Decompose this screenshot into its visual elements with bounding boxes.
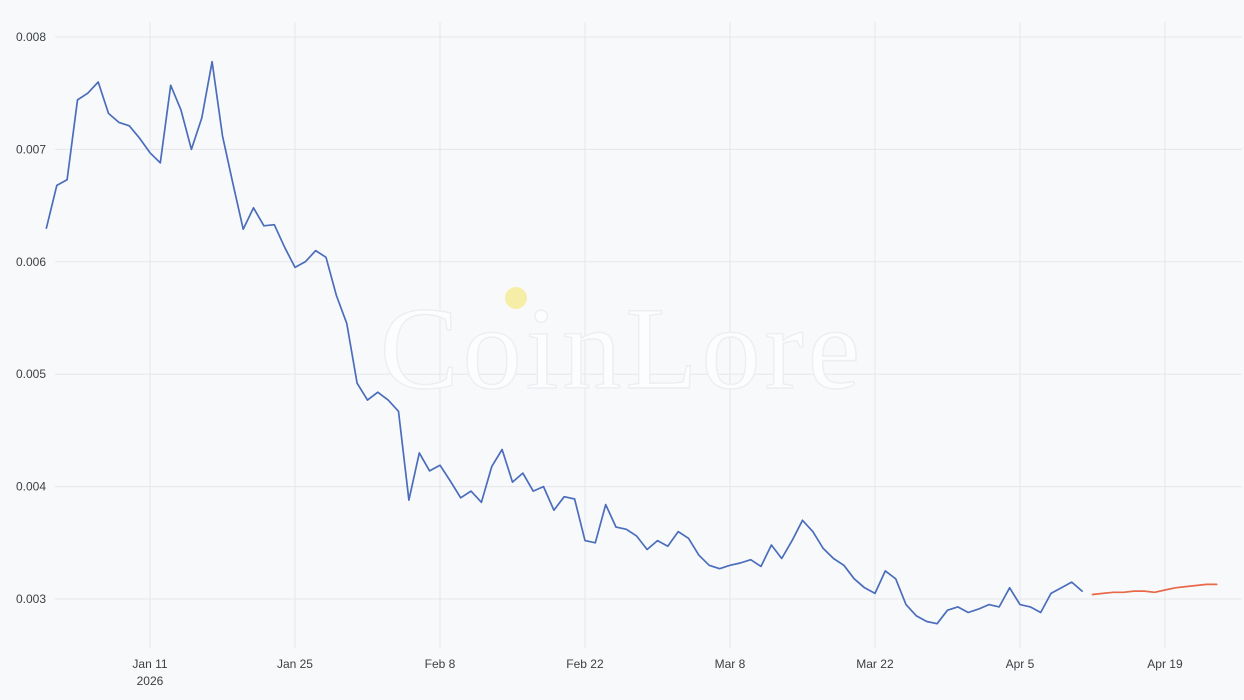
x-tick-label: Apr 5 xyxy=(1006,657,1035,671)
prediction-line xyxy=(1091,583,1218,596)
y-tick-label: 0.008 xyxy=(16,30,46,44)
x-tick-sublabel-year: 2026 xyxy=(137,674,164,688)
x-tick-label: Mar 22 xyxy=(856,657,894,671)
y-tick-label: 0.006 xyxy=(16,255,46,269)
historical-price-line xyxy=(45,60,1083,625)
watermark-text: CoinLore xyxy=(380,283,864,414)
x-tick-label: Feb 22 xyxy=(566,657,604,671)
y-tick-label: 0.004 xyxy=(16,480,46,494)
watermark-dot xyxy=(505,287,527,309)
x-tick-label: Jan 25 xyxy=(277,657,313,671)
x-tick-label: Mar 8 xyxy=(715,657,746,671)
x-tick-label: Feb 8 xyxy=(425,657,456,671)
x-tick-label: Apr 19 xyxy=(1147,657,1183,671)
y-tick-label: 0.007 xyxy=(16,142,46,156)
y-tick-label: 0.005 xyxy=(16,367,46,381)
y-tick-label: 0.003 xyxy=(16,592,46,606)
x-tick-label: Jan 11 xyxy=(132,657,167,671)
